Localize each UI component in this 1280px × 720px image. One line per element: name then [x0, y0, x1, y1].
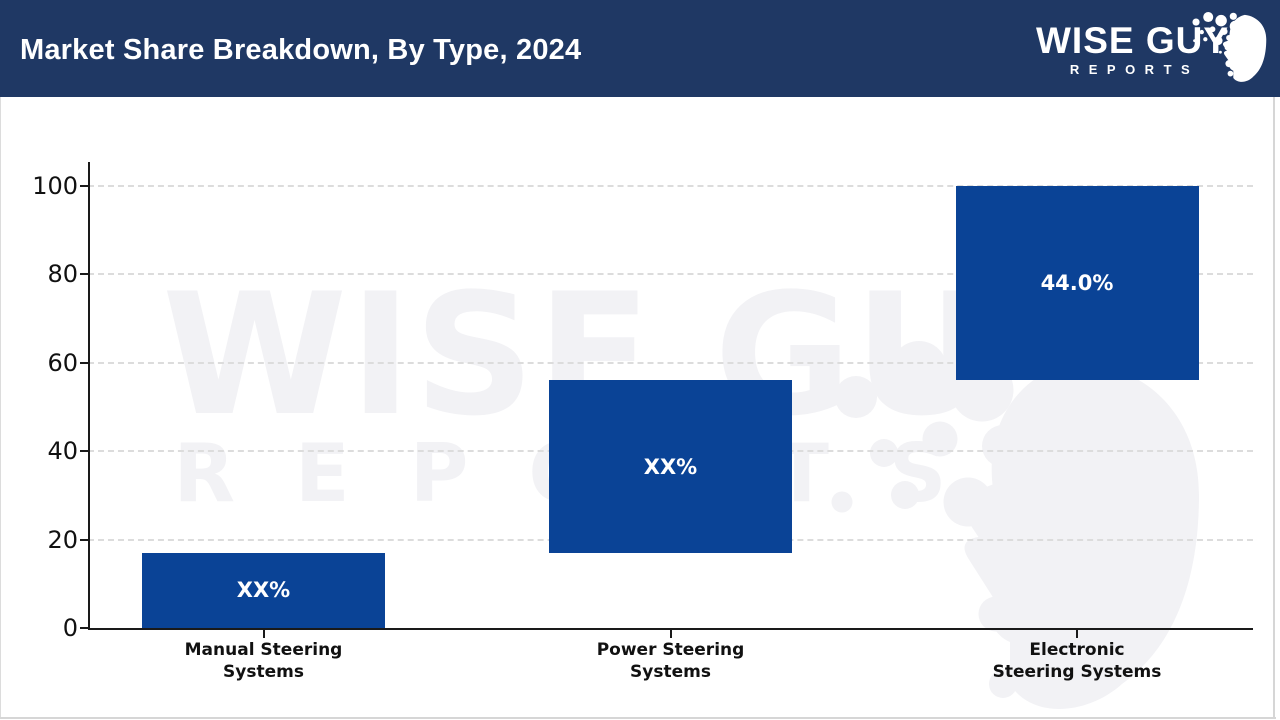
logo-wordmark: WISE GUY: [1036, 20, 1230, 61]
x-axis-line: [88, 628, 1253, 630]
bar-manual-steering-systems: [142, 552, 385, 628]
bar-value-label-electronic-steering-systems: 44.0%: [1040, 271, 1114, 296]
logo-text: WISE GUY REPORTS: [1036, 20, 1230, 78]
ytick-mark-60: [80, 361, 88, 364]
bar-value-label-manual-steering-systems: XX%: [236, 578, 291, 603]
ytick-label-100: 100: [32, 171, 78, 200]
xtick-mark-manual-steering-systems: [262, 630, 265, 638]
category-label-electronic-steering-systems: Electronic Steering Systems: [992, 640, 1162, 682]
bar-value-label-power-steering-systems: XX%: [643, 454, 698, 479]
frame-border-left: [0, 97, 1, 718]
header-bar: Market Share Breakdown, By Type, 2024 WI…: [0, 0, 1280, 97]
ytick-label-40: 40: [47, 437, 78, 466]
ytick-mark-20: [80, 538, 88, 541]
ytick-mark-80: [80, 273, 88, 276]
ytick-label-20: 20: [47, 525, 78, 554]
category-label-power-steering-systems: Power Steering Systems: [596, 640, 745, 682]
ytick-mark-100: [80, 184, 88, 187]
logo-face-dots-icon: [1186, 8, 1272, 96]
gridline-y-60: [88, 361, 1253, 364]
xtick-mark-electronic-steering-systems: [1076, 630, 1078, 638]
frame-border-bottom: [0, 717, 1276, 719]
frame-border-right: [1273, 97, 1275, 718]
ytick-label-80: 80: [47, 260, 78, 289]
xtick-mark-power-steering-systems: [669, 630, 672, 638]
wise-guy-logo: WISE GUY REPORTS: [1008, 6, 1267, 92]
gridline-y-80: [88, 273, 1253, 276]
category-label-manual-steering-systems: Manual Steering Systems: [184, 640, 343, 682]
logo-subtitle: REPORTS: [1069, 62, 1200, 77]
chart-title: Market Share Breakdown, By Type, 2024: [20, 34, 582, 66]
ytick-mark-0: [80, 627, 88, 629]
bar-electronic-steering-systems: [955, 185, 1199, 381]
ytick-label-60: 60: [47, 348, 78, 377]
gridline-y-100: [88, 184, 1253, 187]
ytick-label-0: 0: [62, 614, 78, 642]
y-axis-line: [88, 162, 90, 630]
ytick-mark-40: [80, 450, 88, 453]
bar-power-steering-systems: [549, 380, 792, 553]
